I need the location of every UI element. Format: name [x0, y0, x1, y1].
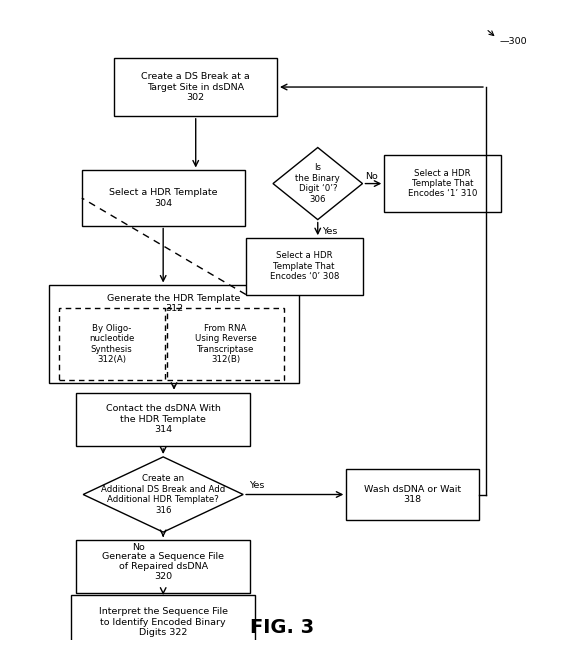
Bar [246, 238, 363, 295]
Text: Interpret the Sequence File
to Identify Encoded Binary
Digits 322: Interpret the Sequence File to Identify … [99, 607, 228, 637]
Bar [346, 469, 479, 520]
Text: No: No [365, 172, 378, 180]
Text: Select a HDR
Template That
Encodes ‘1’ 310: Select a HDR Template That Encodes ‘1’ 3… [408, 168, 477, 199]
Bar [59, 308, 164, 380]
Text: FIG. 3: FIG. 3 [250, 618, 315, 637]
Bar [71, 595, 255, 650]
Polygon shape [273, 148, 363, 219]
Bar [76, 392, 250, 446]
Text: Yes: Yes [249, 481, 264, 490]
Text: Generate a Sequence File
of Repaired dsDNA
320: Generate a Sequence File of Repaired dsD… [102, 552, 224, 581]
Text: Generate the HDR Template
312: Generate the HDR Template 312 [107, 294, 241, 313]
Text: —300: —300 [499, 37, 527, 46]
Bar [114, 58, 277, 116]
Bar [76, 540, 250, 593]
Text: Yes: Yes [322, 227, 337, 236]
Text: Select a HDR Template
304: Select a HDR Template 304 [109, 188, 218, 208]
Text: From RNA
Using Reverse
Transcriptase
312(B): From RNA Using Reverse Transcriptase 312… [194, 324, 257, 364]
Text: Wash dsDNA or Wait
318: Wash dsDNA or Wait 318 [364, 485, 461, 504]
Text: Select a HDR
Template That
Encodes ‘0’ 308: Select a HDR Template That Encodes ‘0’ 3… [270, 251, 339, 281]
Bar [82, 170, 245, 225]
Text: No: No [132, 543, 145, 552]
Bar [384, 155, 501, 212]
Text: Is
the Binary
Digit ‘0’?
306: Is the Binary Digit ‘0’? 306 [295, 163, 340, 204]
Text: By Oligo-
nucleotide
Synthesis
312(A): By Oligo- nucleotide Synthesis 312(A) [89, 324, 134, 364]
Text: Create an
Additional DS Break and Add
Additional HDR Template?
316: Create an Additional DS Break and Add Ad… [101, 474, 225, 515]
Bar [49, 285, 299, 383]
Polygon shape [83, 457, 243, 532]
Text: Create a DS Break at a
Target Site in dsDNA
302: Create a DS Break at a Target Site in ds… [141, 72, 250, 102]
Bar [167, 308, 284, 380]
Text: Contact the dsDNA With
the HDR Template
314: Contact the dsDNA With the HDR Template … [106, 404, 220, 434]
